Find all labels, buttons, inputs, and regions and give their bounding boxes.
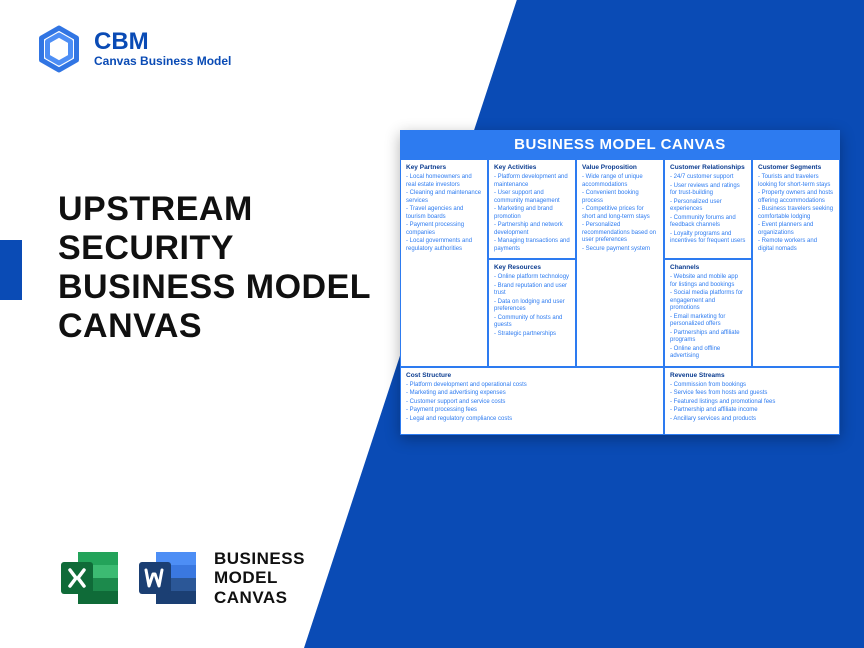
list-item: Partnerships and affiliate programs — [670, 330, 746, 345]
list-item: Strategic partnerships — [494, 331, 570, 339]
word-icon — [136, 546, 200, 610]
list-item: Event planners and organizations — [758, 222, 834, 237]
list-item: Social media platforms for engagement an… — [670, 290, 746, 313]
brand-abbr: CBM — [94, 30, 231, 54]
accent-bar — [0, 240, 22, 300]
cell-key-partners: Key Partners Local homeowners and real e… — [400, 159, 488, 367]
list-item: Marketing and advertising expenses — [406, 390, 658, 398]
list-item: Remote workers and digital nomads — [758, 238, 834, 253]
list-item: Data on lodging and user preferences — [494, 299, 570, 314]
footer-line1: BUSINESS — [214, 549, 305, 569]
list-item: Tourists and travelers looking for short… — [758, 174, 834, 189]
title-cost-structure: Cost Structure — [406, 372, 658, 379]
title-key-activities: Key Activities — [494, 164, 570, 171]
list-item: Platform development and operational cos… — [406, 382, 658, 390]
list-item: Ancillary services and products — [670, 416, 834, 424]
list-item: Legal and regulatory compliance costs — [406, 416, 658, 424]
list-item: Partnership and affiliate income — [670, 407, 834, 415]
list-item: Community forums and feedback channels — [670, 215, 746, 230]
list-item: Platform development and maintenance — [494, 174, 570, 189]
list-item: Loyalty programs and incentives for freq… — [670, 231, 746, 246]
list-item: Managing transactions and payments — [494, 238, 570, 253]
list-item: Featured listings and promotional fees — [670, 399, 834, 407]
cell-key-resources: Key Resources Online platform technology… — [488, 259, 576, 367]
list-item: Travel agencies and tourism boards — [406, 206, 482, 221]
title-key-partners: Key Partners — [406, 164, 482, 171]
list-item: Convenient booking process — [582, 190, 658, 205]
footer-line3: CANVAS — [214, 588, 305, 608]
cell-channels: Channels Website and mobile app for list… — [664, 259, 752, 367]
list-item: Service fees from hosts and guests — [670, 390, 834, 398]
footer-line2: MODEL — [214, 568, 305, 588]
hexagon-icon — [34, 24, 84, 74]
list-item: Commission from bookings — [670, 382, 834, 390]
list-item: Community of hosts and guests — [494, 315, 570, 330]
canvas-header: BUSINESS MODEL CANVAS — [400, 130, 840, 159]
brand-logo: CBM Canvas Business Model — [34, 24, 231, 74]
list-item: Marketing and brand promotion — [494, 206, 570, 221]
list-item: Website and mobile app for listings and … — [670, 274, 746, 289]
canvas-grid: Key Partners Local homeowners and real e… — [400, 159, 840, 435]
title-revenue-streams: Revenue Streams — [670, 372, 834, 379]
title-customer-segments: Customer Segments — [758, 164, 834, 171]
cell-value-proposition: Value Proposition Wide range of unique a… — [576, 159, 664, 367]
footer-label: BUSINESS MODEL CANVAS — [214, 549, 305, 608]
list-item: Email marketing for personalized offers — [670, 314, 746, 329]
list-item: Local homeowners and real estate investo… — [406, 174, 482, 189]
list-item: Cleaning and maintenance services — [406, 190, 482, 205]
title-customer-relationships: Customer Relationships — [670, 164, 746, 171]
page-title: UPSTREAM SECURITY BUSINESS MODEL CANVAS — [58, 190, 398, 346]
list-item: Business travelers seeking comfortable l… — [758, 206, 834, 221]
list-item: Customer support and service costs — [406, 399, 658, 407]
list-item: Online and offline advertising — [670, 346, 746, 361]
list-item: Property owners and hosts offering accom… — [758, 190, 834, 205]
list-item: Local governments and regulatory authori… — [406, 238, 482, 253]
list-item: User reviews and ratings for trust-build… — [670, 183, 746, 198]
cell-revenue-streams: Revenue Streams Commission from bookings… — [664, 367, 840, 436]
cell-key-activities: Key Activities Platform development and … — [488, 159, 576, 259]
list-item: Secure payment system — [582, 246, 658, 254]
list-item: Online platform technology — [494, 274, 570, 282]
list-item: Wide range of unique accommodations — [582, 174, 658, 189]
list-item: Personalized recommendations based on us… — [582, 222, 658, 245]
list-item: Competitive prices for short and long-te… — [582, 206, 658, 221]
cell-customer-relationships: Customer Relationships 24/7 customer sup… — [664, 159, 752, 259]
list-item: Payment processing companies — [406, 222, 482, 237]
list-item: Personalized user experiences — [670, 199, 746, 214]
list-item: Brand reputation and user trust — [494, 283, 570, 298]
brand-name: Canvas Business Model — [94, 54, 231, 68]
list-item: Payment processing fees — [406, 407, 658, 415]
list-item: 24/7 customer support — [670, 174, 746, 182]
title-channels: Channels — [670, 264, 746, 271]
list-item: User support and community management — [494, 190, 570, 205]
title-value-proposition: Value Proposition — [582, 164, 658, 171]
canvas-preview: BUSINESS MODEL CANVAS Key Partners Local… — [400, 130, 840, 435]
cell-customer-segments: Customer Segments Tourists and travelers… — [752, 159, 840, 367]
title-key-resources: Key Resources — [494, 264, 570, 271]
list-item: Partnership and network development — [494, 222, 570, 237]
excel-icon — [58, 546, 122, 610]
footer-apps: BUSINESS MODEL CANVAS — [58, 546, 305, 610]
cell-cost-structure: Cost Structure Platform development and … — [400, 367, 664, 436]
